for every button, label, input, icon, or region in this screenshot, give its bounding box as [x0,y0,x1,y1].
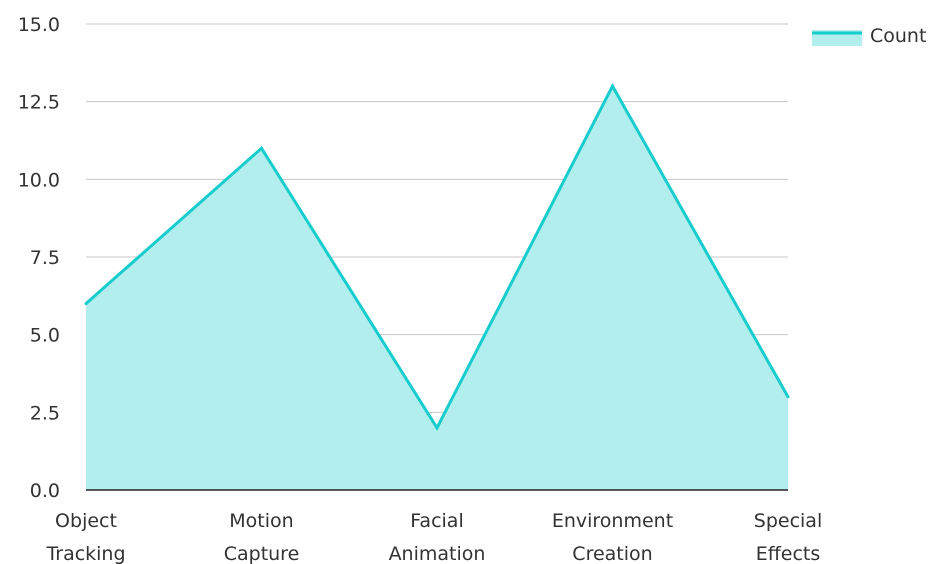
y-tick-label: 12.5 [18,92,60,114]
area-fill-count [86,86,788,490]
y-tick-label: 10.0 [18,169,60,191]
y-tick-label: 0.0 [30,480,60,502]
series-area [84,82,790,490]
data-point [260,146,263,150]
legend-label-count: Count [870,25,926,47]
y-tick-label: 15.0 [18,14,60,36]
x-tick-label: Facial Animation [389,510,486,564]
x-tick-label: Object Tracking [45,510,125,564]
data-point [84,302,88,306]
x-tick-label: Special Effects [754,510,822,564]
y-axis-tick-labels: 0.0 2.5 5.0 7.5 10.0 12.5 15.0 [18,14,60,502]
x-tick-label: Environment Creation [552,510,673,564]
x-tick-label: Motion Capture [224,510,300,564]
legend: Count [812,25,926,47]
data-point [611,84,614,88]
x-axis-tick-labels: Object Tracking Motion Capture Facial Animati… [45,510,822,564]
y-tick-label: 2.5 [30,402,60,424]
data-point [435,426,439,430]
data-point [786,395,790,399]
y-tick-label: 5.0 [30,325,60,347]
y-tick-label: 7.5 [30,247,60,269]
